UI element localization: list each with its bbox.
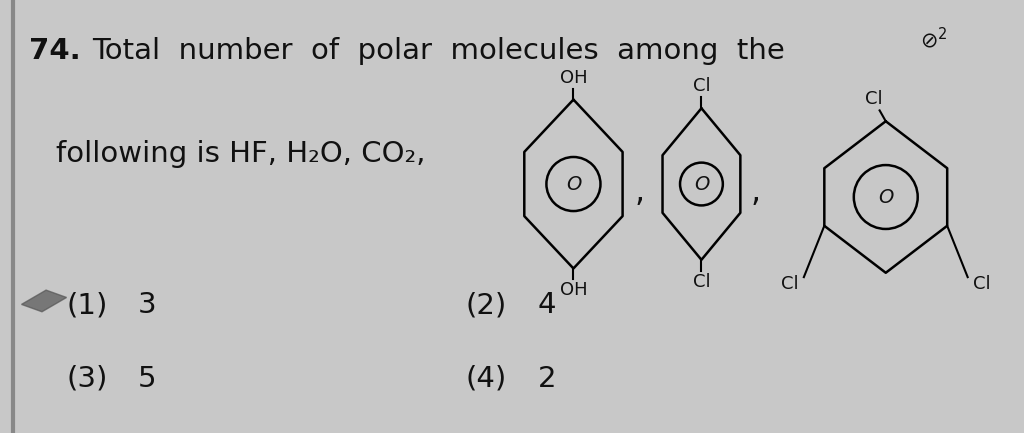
Text: 4: 4 [538, 291, 556, 319]
Text: Cl: Cl [692, 77, 711, 95]
Text: 5: 5 [138, 365, 157, 393]
Text: 74.: 74. [29, 37, 81, 65]
Text: Total  number  of  polar  molecules  among  the: Total number of polar molecules among th… [92, 37, 785, 65]
Text: Cl: Cl [864, 90, 883, 108]
Text: Cl: Cl [781, 275, 799, 293]
Text: following is HF, H₂O, CO₂,: following is HF, H₂O, CO₂, [56, 140, 426, 168]
Text: (2): (2) [466, 291, 507, 319]
Text: O: O [693, 174, 710, 194]
Text: (3): (3) [67, 365, 108, 393]
Text: 2: 2 [538, 365, 556, 393]
Text: ,: , [751, 177, 761, 208]
Text: 3: 3 [138, 291, 157, 319]
Text: O: O [565, 174, 582, 194]
Text: OH: OH [560, 68, 587, 87]
Text: $\oslash^2$: $\oslash^2$ [920, 26, 947, 51]
Polygon shape [22, 290, 67, 312]
Text: (1): (1) [67, 291, 108, 319]
Text: (4): (4) [466, 365, 507, 393]
Text: O: O [878, 187, 894, 207]
Text: Cl: Cl [973, 275, 990, 293]
Text: ,: , [635, 177, 645, 208]
Text: Cl: Cl [692, 273, 711, 291]
Text: OH: OH [560, 281, 587, 300]
